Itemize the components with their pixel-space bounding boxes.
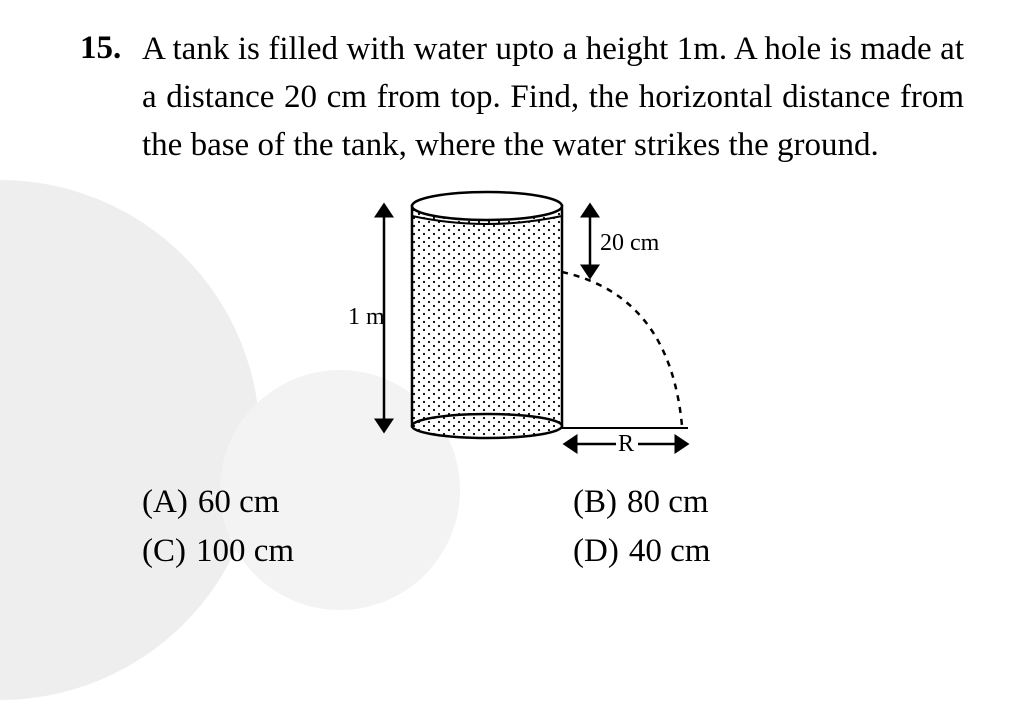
option-b: (B) 80 cm xyxy=(573,484,964,521)
tank-bottom xyxy=(412,414,562,438)
option-a-letter: (A) xyxy=(142,484,188,521)
tank-diagram: 1 m 20 cm R xyxy=(342,176,702,466)
options-grid: (A) 60 cm (B) 80 cm (C) 100 cm (D) 40 cm xyxy=(142,484,964,570)
range-label: R xyxy=(618,431,634,457)
option-c-letter: (C) xyxy=(142,533,186,570)
option-a-text: 60 cm xyxy=(198,484,280,521)
question-number: 15. xyxy=(80,26,142,71)
option-c: (C) 100 cm xyxy=(142,533,533,570)
height-label: 1 m xyxy=(348,304,385,330)
option-a: (A) 60 cm xyxy=(142,484,533,521)
question-text: A tank is filled with water upto a heigh… xyxy=(142,26,964,170)
tank-top xyxy=(412,192,562,220)
option-b-letter: (B) xyxy=(573,484,617,521)
option-c-text: 100 cm xyxy=(196,533,294,570)
hole-depth-label: 20 cm xyxy=(600,230,660,256)
page-content: 15. A tank is filled with water upto a h… xyxy=(0,0,1024,590)
tank-body xyxy=(412,206,562,426)
water-trajectory xyxy=(562,272,682,426)
option-d-text: 40 cm xyxy=(629,533,711,570)
option-d: (D) 40 cm xyxy=(573,533,964,570)
question-block: 15. A tank is filled with water upto a h… xyxy=(80,26,964,170)
option-d-letter: (D) xyxy=(573,533,619,570)
option-b-text: 80 cm xyxy=(627,484,709,521)
figure-container: 1 m 20 cm R xyxy=(80,176,964,466)
